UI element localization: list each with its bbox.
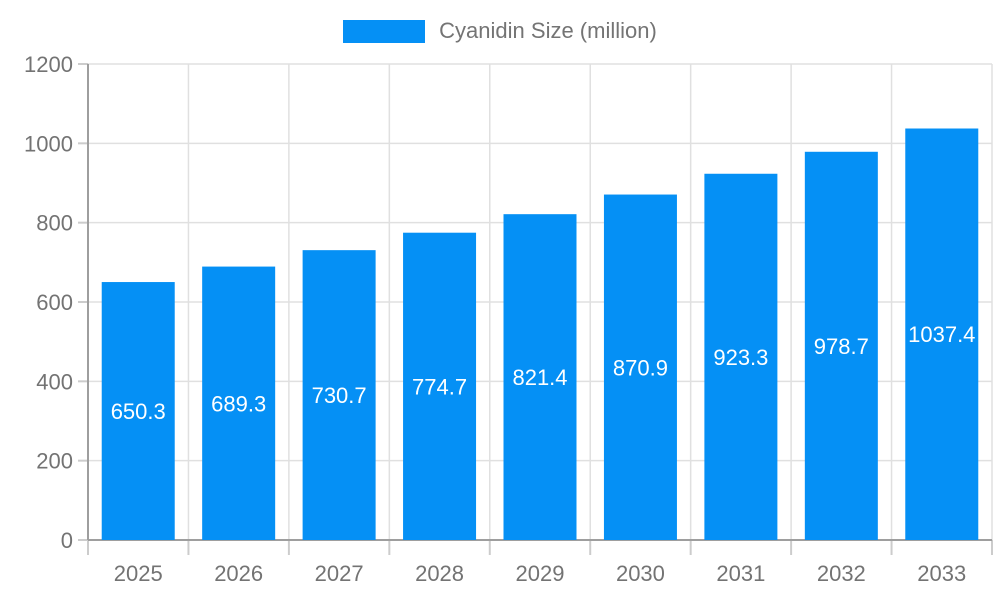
x-tick-label: 2032 — [817, 561, 866, 586]
bar[interactable] — [804, 151, 878, 540]
y-tick-label: 200 — [36, 449, 73, 474]
bar-value-label: 730.7 — [312, 383, 367, 408]
bar[interactable] — [202, 266, 276, 540]
bar[interactable] — [302, 250, 376, 540]
y-tick-label: 400 — [36, 369, 73, 394]
x-tick-label: 2026 — [214, 561, 263, 586]
y-tick-label: 800 — [36, 211, 73, 236]
x-tick-label: 2033 — [917, 561, 966, 586]
y-tick-label: 600 — [36, 290, 73, 315]
bar[interactable] — [603, 194, 677, 540]
bar-value-label: 1037.4 — [908, 322, 975, 347]
x-tick-label: 2030 — [616, 561, 665, 586]
legend-item[interactable]: Cyanidin Size (million) — [343, 19, 657, 43]
x-tick-label: 2025 — [114, 561, 163, 586]
bar-value-label: 923.3 — [713, 345, 768, 370]
y-tick-label: 1000 — [24, 131, 73, 156]
bar[interactable] — [704, 173, 778, 540]
x-tick-label: 2029 — [516, 561, 565, 586]
x-tick-label: 2027 — [315, 561, 364, 586]
bar[interactable] — [403, 232, 477, 540]
legend-label: Cyanidin Size (million) — [439, 18, 657, 43]
y-tick-label: 1200 — [24, 52, 73, 77]
x-tick-label: 2028 — [415, 561, 464, 586]
bar[interactable] — [101, 282, 175, 540]
bar-value-label: 978.7 — [814, 334, 869, 359]
bar-value-label: 689.3 — [211, 391, 266, 416]
bar-value-label: 774.7 — [412, 374, 467, 399]
bar-value-label: 821.4 — [512, 365, 567, 390]
legend-swatch-icon — [343, 19, 426, 43]
bar-value-label: 650.3 — [111, 399, 166, 424]
y-tick-label: 0 — [61, 528, 73, 553]
bar[interactable] — [905, 128, 979, 541]
bar-value-label: 870.9 — [613, 355, 668, 380]
chart-legend: Cyanidin Size (million) — [0, 19, 1000, 43]
bar[interactable] — [503, 214, 577, 541]
x-tick-label: 2031 — [716, 561, 765, 586]
